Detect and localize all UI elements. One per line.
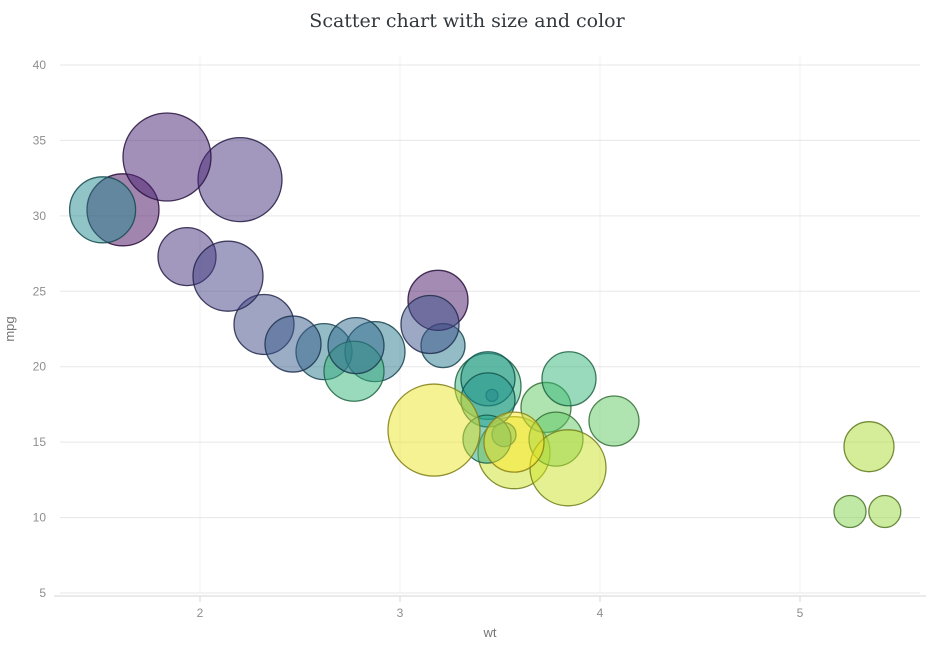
bubble[interactable] <box>400 294 460 355</box>
bubble[interactable] <box>68 176 137 244</box>
y-tick-label: 30 <box>33 209 47 223</box>
bubble[interactable] <box>327 316 385 375</box>
bubble[interactable] <box>483 411 545 473</box>
bubble[interactable] <box>833 494 867 529</box>
y-tick-label: 40 <box>33 58 47 72</box>
y-axis-title: mpg <box>2 316 17 341</box>
y-tick-label: 15 <box>33 435 47 449</box>
y-tick-label: 10 <box>33 511 47 525</box>
bubble[interactable] <box>843 421 895 473</box>
bubble[interactable] <box>541 351 597 407</box>
y-tick-label: 25 <box>33 284 47 298</box>
bubble[interactable] <box>192 240 264 312</box>
axes: 2 3 4 5 5 10 15 20 25 30 35 40 <box>33 58 926 620</box>
y-tick-label: 5 <box>39 586 46 600</box>
y-tick-label: 35 <box>33 133 47 147</box>
y-tick-label: 20 <box>33 360 47 374</box>
chart-title: Scatter chart with size and color <box>309 10 625 32</box>
bubble[interactable] <box>868 494 902 529</box>
x-tick-label: 3 <box>397 606 404 620</box>
bubble[interactable] <box>264 315 322 373</box>
bubble[interactable] <box>122 112 212 202</box>
bubble[interactable] <box>387 383 481 477</box>
x-tick-label: 5 <box>797 606 804 620</box>
x-tick-label: 2 <box>197 606 204 620</box>
x-axis-title: wt <box>483 625 497 640</box>
bubble[interactable] <box>588 395 640 447</box>
x-tick-label: 4 <box>597 606 604 620</box>
bubbles <box>68 112 902 529</box>
